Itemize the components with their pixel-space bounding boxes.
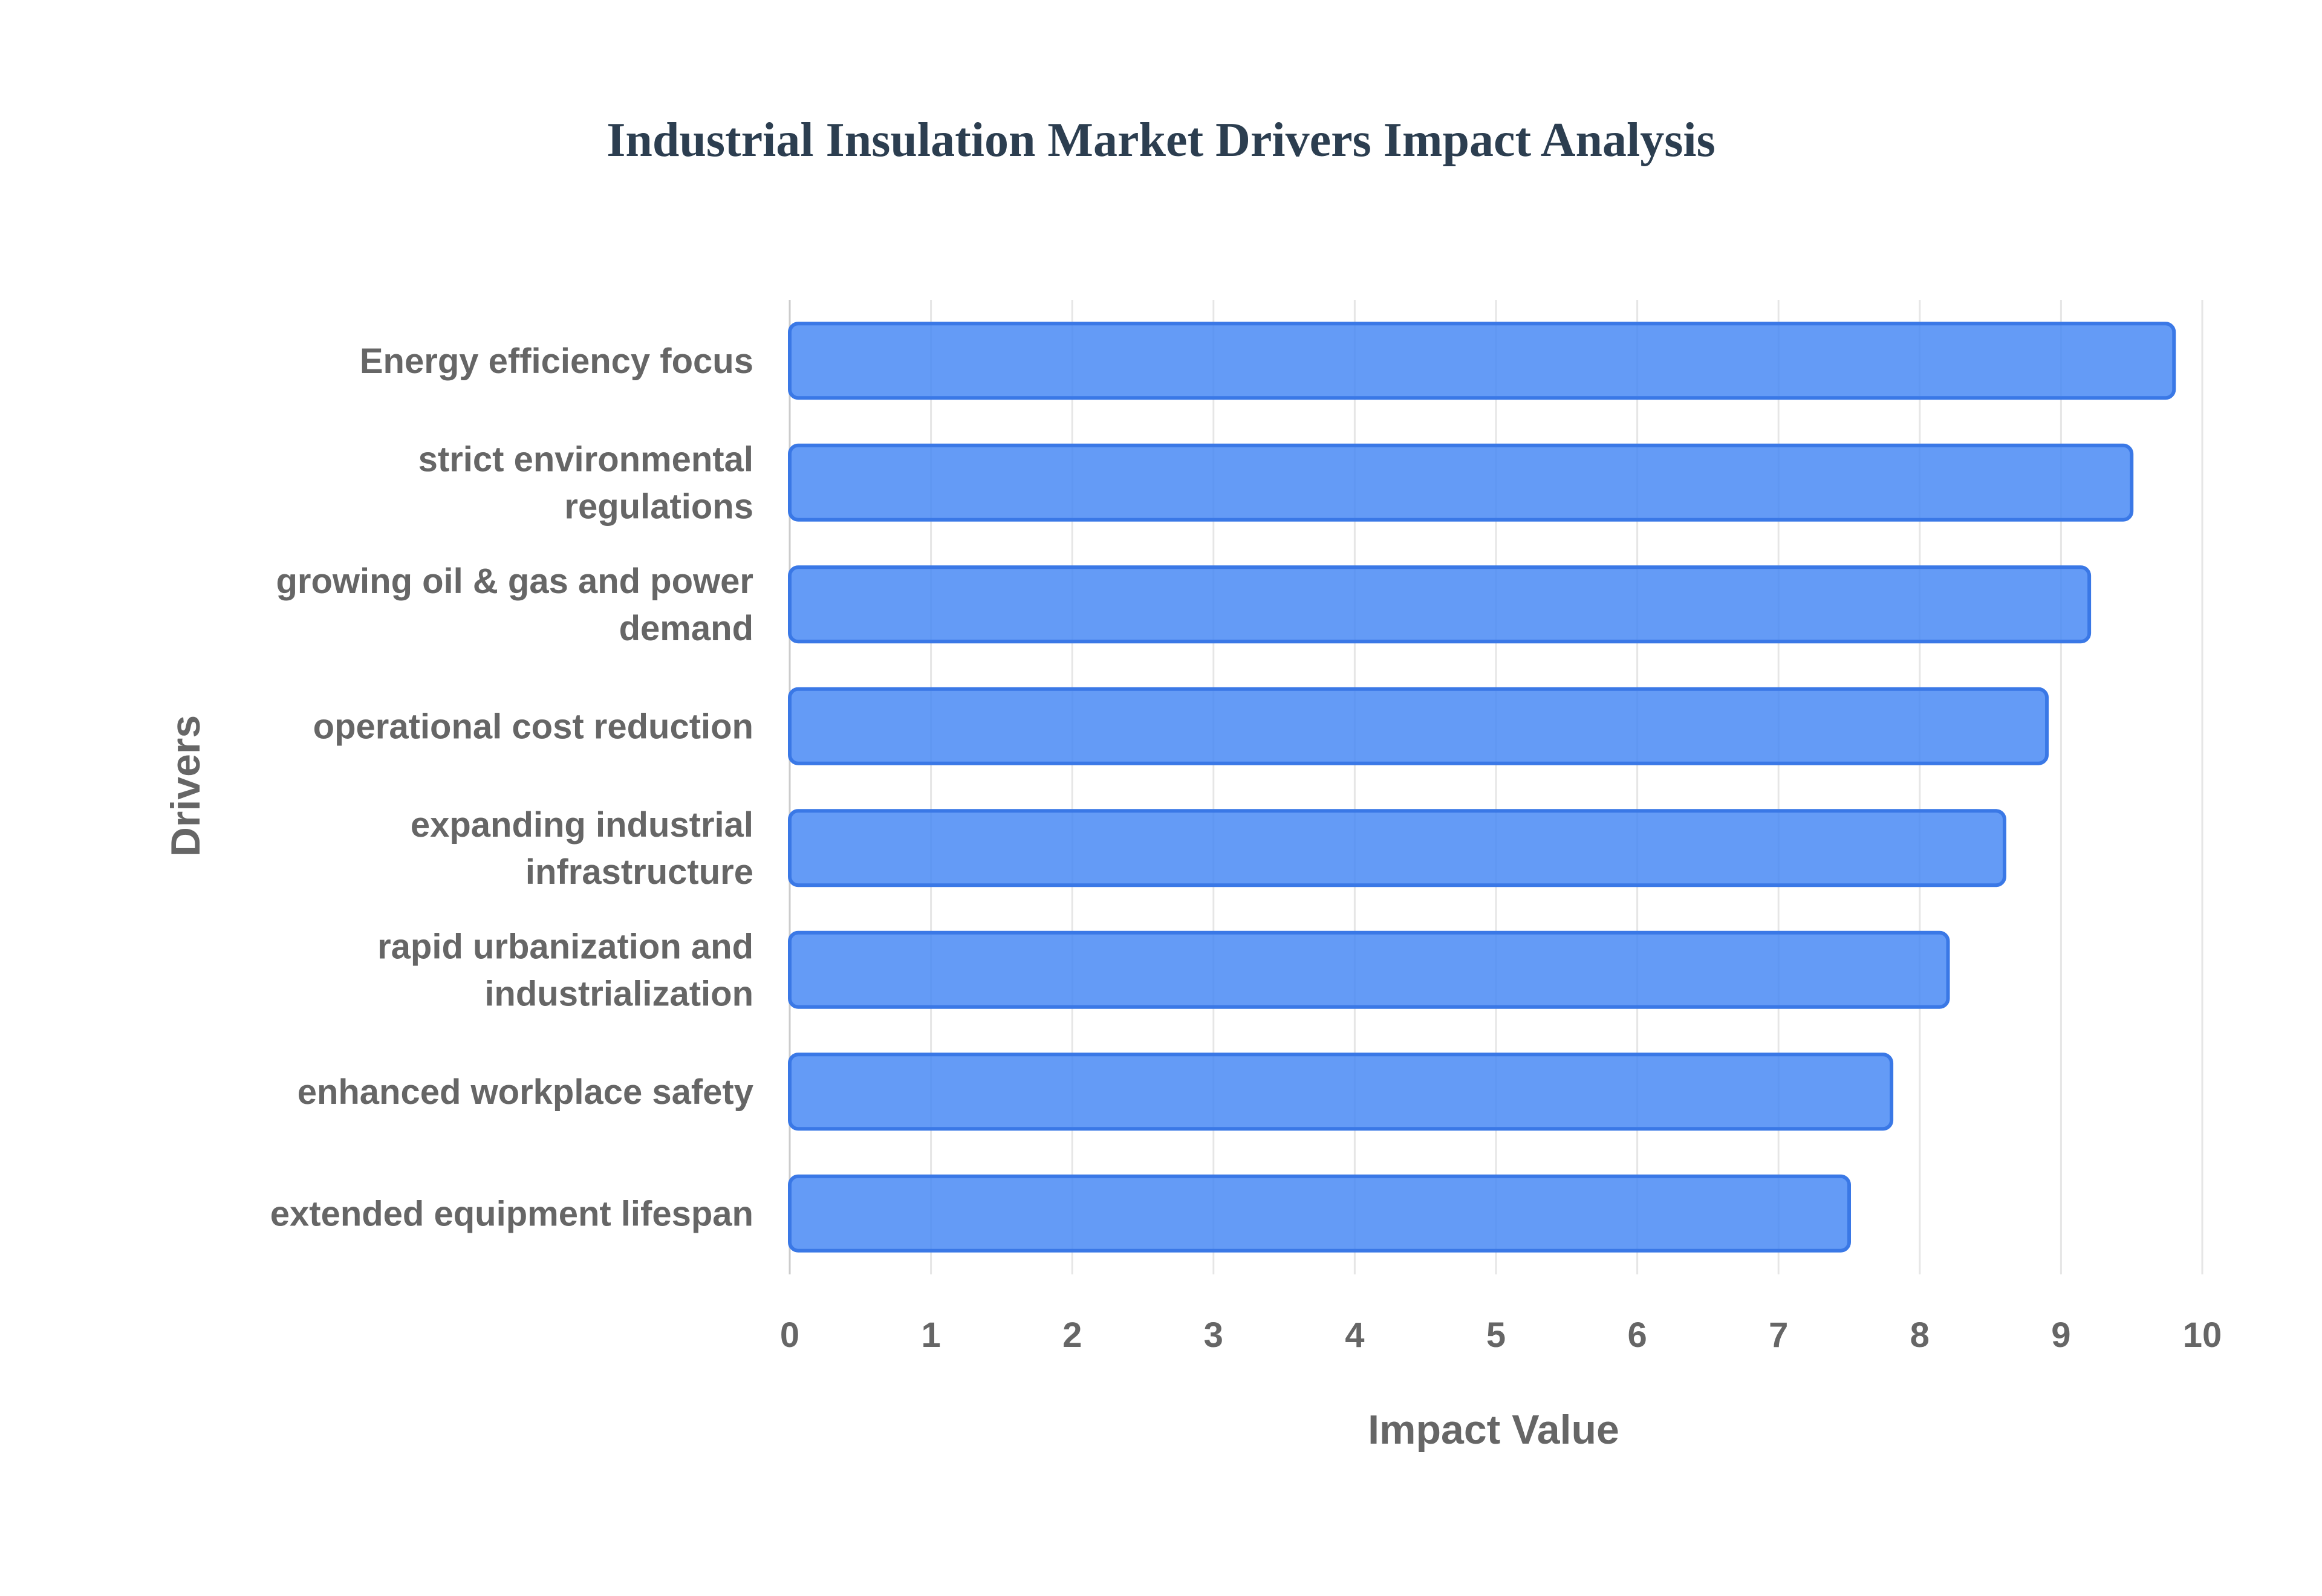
category-label: extended equipment lifespan (270, 1194, 753, 1233)
bar (788, 1053, 1894, 1131)
x-tick-label: 6 (1627, 1315, 1647, 1355)
bar (788, 687, 2049, 765)
bar (788, 322, 2176, 400)
bar (788, 565, 2092, 644)
bars (788, 322, 2176, 1253)
x-tick-label: 9 (2051, 1315, 2070, 1355)
x-tick-label: 5 (1486, 1315, 1506, 1355)
category-label: Energy efficiency focus (360, 342, 753, 381)
x-tick-label: 3 (1204, 1315, 1223, 1355)
bar (788, 809, 2006, 887)
x-tick-label: 2 (1062, 1315, 1082, 1355)
category-labels: Energy efficiency focus strict environmen… (270, 342, 753, 1234)
x-tick-label: 8 (1910, 1315, 1930, 1355)
x-axis-title: Impact Value (1368, 1407, 1619, 1453)
x-tick-label: 4 (1345, 1315, 1364, 1355)
bar (788, 930, 1950, 1009)
category-label: enhanced workplace safety (298, 1072, 753, 1112)
category-label: rapid urbanization and industrialization (377, 927, 753, 1013)
x-tick-label: 10 (2183, 1315, 2222, 1355)
x-tick-label: 7 (1769, 1315, 1788, 1355)
chart-title: Industrial Insulation Market Drivers Imp… (607, 114, 1715, 167)
bar (788, 443, 2134, 522)
category-label: expanding industrial infrastructure (411, 805, 753, 892)
x-tick-label: 0 (780, 1315, 799, 1355)
x-tick-label: 1 (921, 1315, 940, 1355)
x-tick-labels: 0 1 2 3 4 5 6 7 8 9 10 (780, 1315, 2222, 1355)
bar (788, 1174, 1851, 1253)
category-label: growing oil & gas and power demand (276, 562, 754, 648)
y-axis-title: Drivers (163, 715, 209, 857)
category-label: operational cost reduction (313, 707, 753, 746)
category-label: strict environmental regulations (418, 440, 753, 526)
